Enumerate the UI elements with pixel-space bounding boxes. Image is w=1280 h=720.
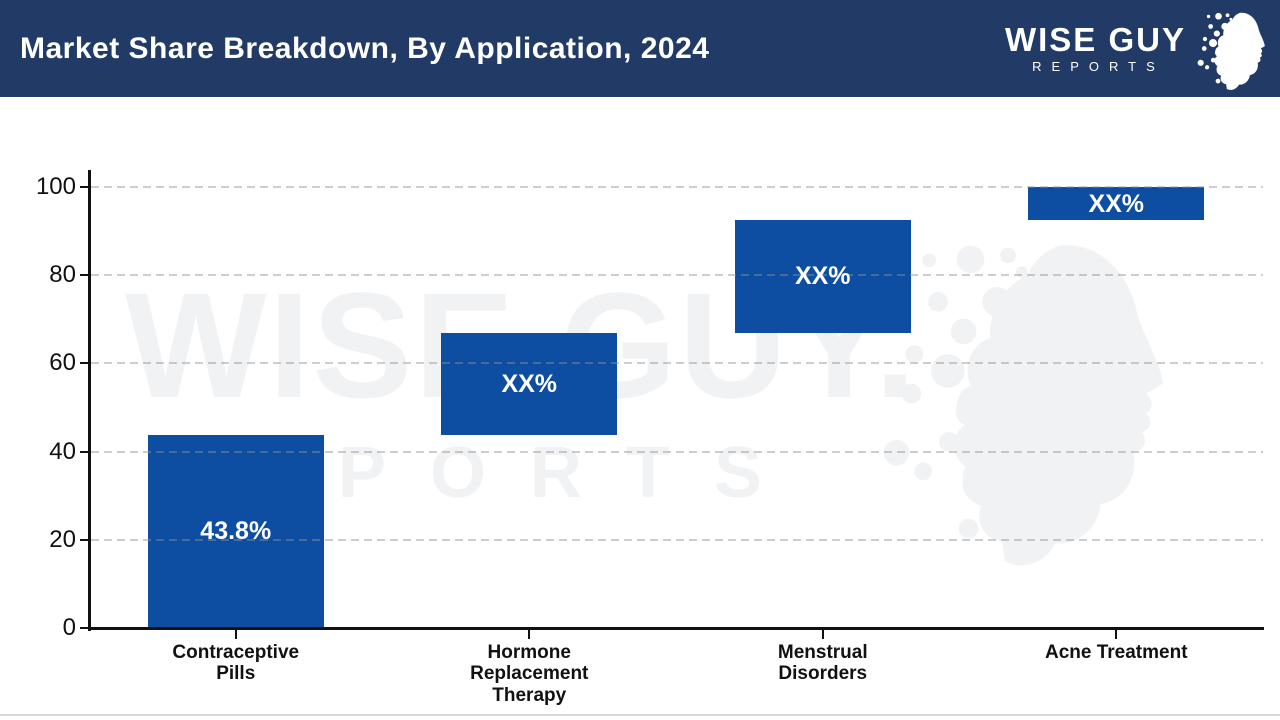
gridline — [91, 538, 1263, 541]
category-label: Hormone Replacement Therapy — [470, 642, 589, 706]
bar-value-label: XX% — [794, 262, 851, 291]
bar-value-label: XX% — [1088, 189, 1145, 218]
y-tick — [80, 274, 89, 277]
gridline — [91, 450, 1263, 453]
y-tick-label: 0 — [62, 614, 76, 641]
bar — [147, 434, 324, 628]
brand-logo-text: WISE GUY REPORTS — [1004, 20, 1186, 75]
y-axis-line — [88, 170, 91, 631]
x-tick — [821, 630, 824, 639]
x-axis-line — [88, 627, 1264, 630]
y-tick-label: 100 — [35, 173, 76, 200]
y-tick-label: 60 — [49, 349, 76, 377]
brand-logo: WISE GUY REPORTS — [1005, 0, 1280, 97]
gridline — [91, 186, 1263, 188]
category-label: Acne Treatment — [1044, 642, 1188, 663]
watermark-head-icon — [845, 218, 1175, 573]
brand-name: WISE GUY — [1004, 20, 1186, 58]
y-tick-label: 80 — [49, 261, 76, 289]
header: Market Share Breakdown, By Application, … — [0, 0, 1280, 97]
bar-value-label: 43.8% — [200, 517, 272, 546]
chart-area: 0 20 40 60 80 100 43.8% Contraceptive Pills XX% H… — [0, 97, 1280, 714]
y-tick — [80, 186, 89, 188]
category-label: Contraceptive Pills — [172, 642, 300, 685]
x-tick — [1115, 630, 1118, 639]
bottom-divider — [0, 714, 1280, 716]
bar — [1028, 187, 1205, 221]
bar — [734, 220, 911, 333]
gridline — [91, 362, 1263, 365]
y-tick-label: 40 — [49, 437, 76, 465]
y-tick — [80, 450, 89, 453]
bar — [441, 332, 618, 435]
brand-subtitle: REPORTS — [1032, 58, 1165, 74]
gridline — [91, 274, 1263, 277]
wise-guy-head-icon — [1190, 6, 1266, 92]
y-tick — [80, 362, 89, 365]
y-tick-label: 20 — [49, 525, 76, 553]
x-tick — [234, 630, 237, 639]
x-tick — [528, 630, 531, 639]
y-tick — [80, 538, 89, 541]
y-tick — [80, 627, 89, 629]
category-label: Menstrual Disorders — [777, 642, 868, 685]
page-title: Market Share Breakdown, By Application, … — [20, 31, 710, 65]
bar-value-label: XX% — [501, 369, 558, 398]
